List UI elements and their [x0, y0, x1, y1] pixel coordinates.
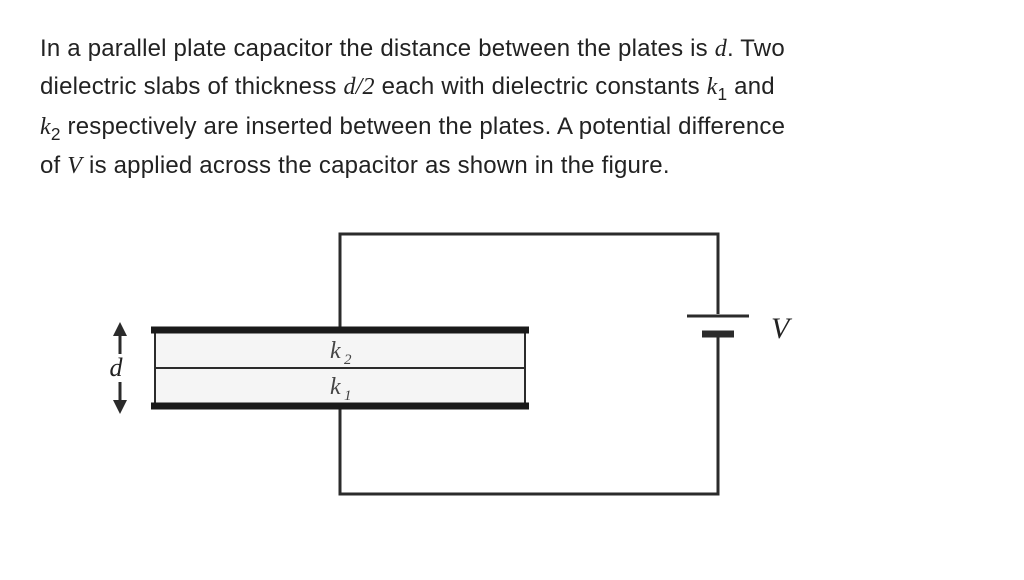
- q-t4: each with dielectric constants: [375, 73, 707, 100]
- q-k2: k: [40, 114, 51, 140]
- q-k1sub: 1: [718, 84, 728, 104]
- battery-label: V: [771, 312, 793, 345]
- d-arrow-up-head: [113, 322, 127, 336]
- q-t3: dielectric slabs of thickness: [40, 73, 343, 100]
- circuit-figure: Vk2k1d: [80, 214, 860, 524]
- wire-top: [340, 234, 718, 330]
- q-k1: k: [707, 74, 718, 100]
- q-d: d: [715, 36, 727, 62]
- d-label: d: [110, 353, 124, 382]
- q-V: V: [67, 153, 82, 179]
- q-dover2: d/2: [343, 74, 374, 100]
- q-t6: respectively are inserted between the pl…: [61, 113, 785, 140]
- q-t1: In a parallel plate capacitor the distan…: [40, 35, 715, 62]
- q-t8: is applied across the capacitor as shown…: [82, 152, 670, 179]
- q-t5: and: [727, 73, 775, 100]
- slab-k1-sub: 1: [344, 388, 352, 404]
- d-arrow-down-head: [113, 400, 127, 414]
- q-k2sub: 2: [51, 124, 61, 144]
- slab-k2-sub: 2: [344, 352, 352, 368]
- slab-k2-label: k: [330, 338, 341, 364]
- q-t7: of: [40, 152, 67, 179]
- slab-k1-label: k: [330, 374, 341, 400]
- q-t2: . Two: [727, 35, 785, 62]
- circuit-svg: Vk2k1d: [80, 214, 860, 524]
- question-text: In a parallel plate capacitor the distan…: [40, 30, 984, 186]
